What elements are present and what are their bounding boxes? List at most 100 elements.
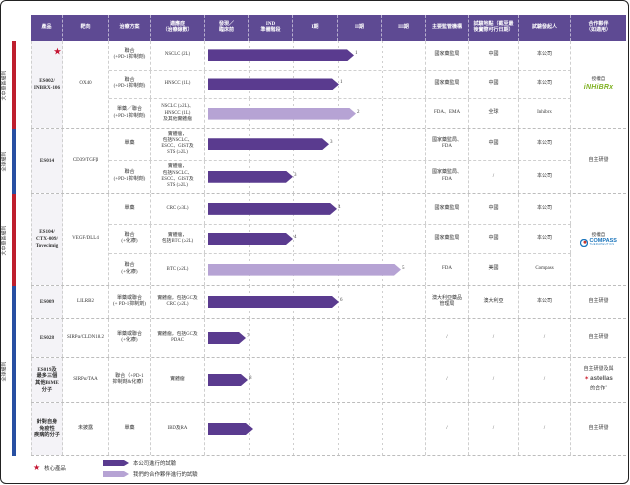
trial-location-cell: 美國 xyxy=(469,254,519,285)
phase-progress-bar xyxy=(208,138,329,150)
header-cell: II期 xyxy=(338,15,382,41)
rights-color-bar xyxy=(12,129,16,194)
target-cell: VEGF/DLL4 xyxy=(63,194,109,285)
product-name: ES028 xyxy=(39,334,55,341)
regimen-cell: 單藥或聯合 (+ PD-1抑制劑) xyxy=(109,286,151,318)
product-group: ES002/ INBRX-106 ★ OX40 聯合 (+PD-1抑制劑) NSCLC … xyxy=(31,41,626,129)
product-name-cell: ES028 xyxy=(31,319,63,357)
header-cell: IND 準備階段 xyxy=(249,15,293,41)
rights-segment: 大中華區權利 xyxy=(1,41,16,129)
rights-color-bar xyxy=(12,194,16,286)
rights-segment: 全球權利 xyxy=(1,286,16,456)
rights-label-text: 大中華區權利 xyxy=(2,69,8,101)
regimen-cell: 單藥／聯合 (+PD-1抑制劑) xyxy=(109,99,151,128)
phase-progress-bar xyxy=(208,233,293,245)
trial-sponsor-cell: 本公司 xyxy=(519,129,571,160)
trial-location-cell: 中國 xyxy=(469,224,519,254)
target-cell: 未披露 xyxy=(63,403,109,455)
astellas-name: astellas xyxy=(590,374,613,382)
footnote-number: 7 xyxy=(247,333,250,339)
trial-sponsor-cell: 本公司 xyxy=(519,286,571,318)
phase-progress-bar xyxy=(208,332,246,344)
compass-subtext: THERAPEUTICS xyxy=(589,243,615,247)
subrows: 單藥 CRC (≥3L) 4 國家藥監局 中國 本公司 聯合 (+化療) 實體瘤， 包括BTC… xyxy=(109,194,571,285)
header-cell: 治療方案 xyxy=(109,15,151,41)
phase-progress-bar xyxy=(208,423,253,435)
trial-row: 單藥 CRC (≥3L) 4 國家藥監局 中國 本公司 xyxy=(109,194,571,225)
table-body: ES002/ INBRX-106 ★ OX40 聯合 (+PD-1抑制劑) NSCLC … xyxy=(31,41,626,456)
phase-progress-cell: 3 xyxy=(205,160,426,193)
product-name: ES002/ INBRX-106 xyxy=(33,77,61,91)
astellas-logo: ✶ astellas xyxy=(584,375,613,383)
footnote-number: 2 xyxy=(357,109,360,115)
trial-row: 單藥或聯合 (+ PD-1抑制劑) 實體瘤，包括GC及 CRC (≥2L) 6 澳大利… xyxy=(109,286,571,318)
partner-text-line3: 的合作1 xyxy=(590,383,607,392)
product-name-cell: ES002/ INBRX-106 ★ xyxy=(31,41,63,128)
trial-sponsor-cell: / xyxy=(519,319,571,357)
phase-progress-cell: 8 xyxy=(205,358,426,402)
rights-label: 全球權利 xyxy=(1,129,10,194)
trial-location-cell: 中國 xyxy=(469,194,519,224)
inhibrx-logo: iNHiBRx xyxy=(583,84,614,92)
phase-progress-cell: 1 xyxy=(205,70,426,99)
phase-progress-bar xyxy=(208,296,339,308)
product-group: ES104/ CTX-009/ Tovecimig VEGF/DLL4 單藥 CRC … xyxy=(31,194,626,286)
target-cell: OX40 xyxy=(63,41,109,128)
legend-self-trial-label: 本公司進行的試驗 xyxy=(133,461,177,467)
phase-progress-cell: 4 xyxy=(205,224,426,254)
trial-sponsor-cell: / xyxy=(519,403,571,455)
partner-text: 自主研發 xyxy=(588,425,609,431)
product-name-cell: ES019及 最多三個 其他BiME 分子 xyxy=(31,358,63,402)
footnote-number: 4 xyxy=(338,204,341,210)
compass-logo-icon xyxy=(580,238,589,247)
phase-progress-bar xyxy=(208,374,248,386)
footnote-number: 5 xyxy=(402,265,405,271)
trial-row: 單藥／聯合 (+PD-1抑制劑) NSCLC (≥2L)、 HNSCC (1L) … xyxy=(109,99,571,128)
product-group: 針對自身 免疫性 疾病的分子 未披露 單藥 IBD及RA / / / 自主研發 xyxy=(31,403,626,456)
product-group: ES009 LILRB2 單藥或聯合 (+ PD-1抑制劑) 實體瘤，包括GC及 CR… xyxy=(31,286,626,319)
phase-progress-bar xyxy=(208,203,337,215)
subrows: 聯合（+PD-1 抑制劑&化療） 實體瘤 8// / xyxy=(109,358,571,402)
core-product-star-icon: ★ xyxy=(53,47,61,56)
phase-progress-cell: 2 xyxy=(205,99,426,128)
rights-label-text: 大中華區權利 xyxy=(2,224,8,256)
phase-progress-bar xyxy=(208,108,356,120)
trial-row: 單藥 IBD及RA / / / xyxy=(109,403,571,455)
partner-cell: 自主研發 xyxy=(571,286,626,318)
phase-progress-cell: 7 xyxy=(205,319,426,357)
indication-cell: 實體瘤， 包括BTC (≥2L) xyxy=(151,224,205,254)
subrows: 單藥或聯合 (+化療) 實體瘤，包括GC及 PDAC 7// / xyxy=(109,319,571,357)
pipeline-table: 產品 靶向 治療方案 適應症 （治療線數） 發現／ 臨床前 IND 準備階段 I期 II期 II… xyxy=(31,15,626,456)
product-name-cell: ES104/ CTX-009/ Tovecimig xyxy=(31,194,63,285)
trial-row: 單藥 實體瘤， 包括NSCLC、 ESCC、GIST及 STS (≥2L) 3 國家藥… xyxy=(109,129,571,161)
trial-row: 聯合（+PD-1 抑制劑&化療） 實體瘤 8// / xyxy=(109,358,571,402)
legend-bars: 本公司進行的試驗 我們的合作夥伴進行的試驗 xyxy=(103,459,198,478)
regimen-cell: 單藥或聯合 (+化療) xyxy=(109,319,151,357)
indication-cell: 實體瘤，包括GC及 CRC (≥2L) xyxy=(151,286,205,318)
partner-cell: 自主研發 xyxy=(571,403,626,455)
footnote-number: 3 xyxy=(294,172,297,178)
partner-footnote-sup: 1 xyxy=(605,383,607,388)
regulator-cell: 國家藥監局 xyxy=(426,41,469,70)
partner-trial-bar-icon xyxy=(103,471,129,477)
trial-location-cell: 全球 xyxy=(469,99,519,128)
footnote-number: 8 xyxy=(249,375,252,381)
subrows: 單藥 IBD及RA / / / xyxy=(109,403,571,455)
regulator-cell: FDA xyxy=(426,254,469,285)
footnote-number: 6 xyxy=(340,297,343,303)
compass-name: COMPASS xyxy=(589,237,617,244)
partner-text: 自主研發 xyxy=(588,157,609,163)
footnote-number: 4 xyxy=(294,234,297,240)
trial-sponsor-cell: 本公司 xyxy=(519,70,571,99)
trial-sponsor-cell: Inhibrx xyxy=(519,99,571,128)
header-cell: 適應症 （治療線數） xyxy=(151,15,205,41)
indication-cell: IBD及RA xyxy=(151,403,205,455)
rights-color-bar xyxy=(12,41,16,129)
product-name: ES104/ CTX-009/ Tovecimig xyxy=(35,229,59,249)
partner-cell: 自主研發 xyxy=(571,319,626,357)
regulator-cell: / xyxy=(426,403,469,455)
trial-sponsor-cell: 本公司 xyxy=(519,194,571,224)
phase-progress-bar xyxy=(208,49,354,61)
phase-progress-cell: 4 xyxy=(205,194,426,224)
